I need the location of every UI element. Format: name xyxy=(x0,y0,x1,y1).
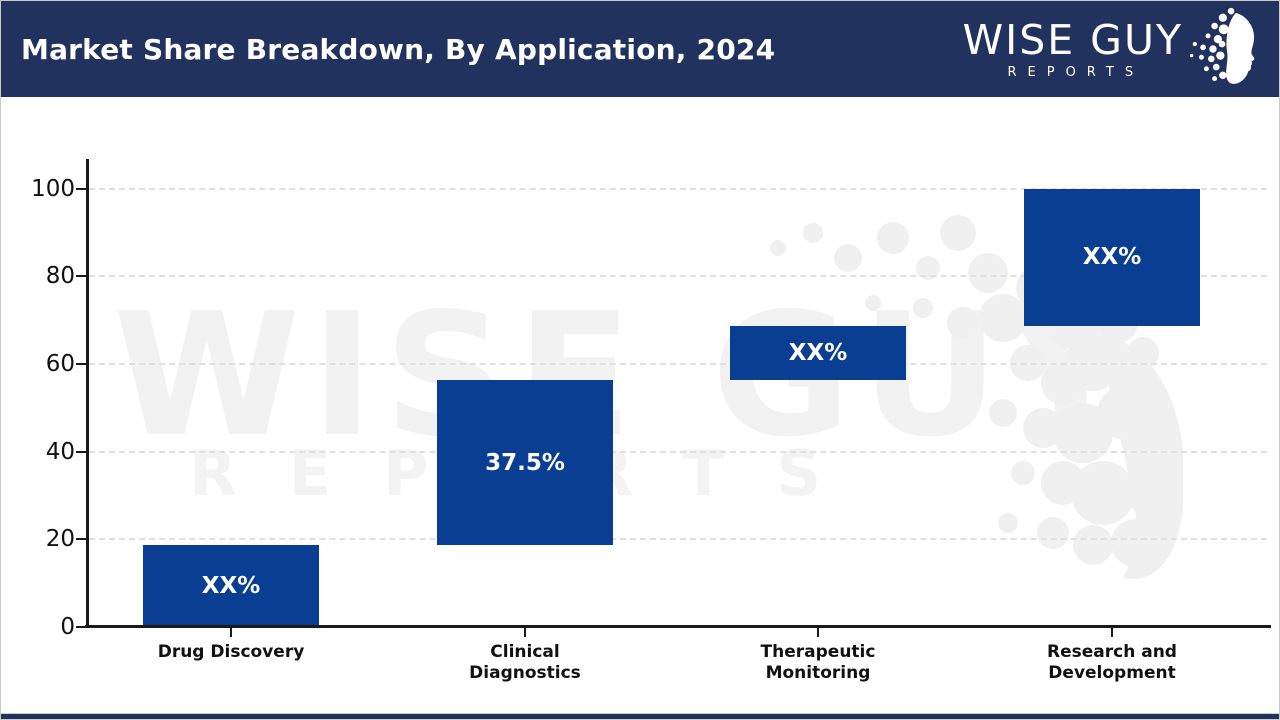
y-tick-label-100: 100 xyxy=(31,175,75,202)
bar-1: 37.5% xyxy=(437,380,613,545)
x-category-label-0: Drug Discovery xyxy=(157,642,305,662)
gridline-100 xyxy=(89,187,1267,190)
gridline-60 xyxy=(89,362,1267,365)
header-bar: Market Share Breakdown, By Application, … xyxy=(1,1,1279,97)
footer-bar xyxy=(1,714,1279,719)
gridline-80 xyxy=(89,275,1267,278)
y-tick-0 xyxy=(76,626,86,628)
footer-divider xyxy=(1,713,1279,714)
y-tick-label-0: 0 xyxy=(60,614,75,640)
y-tick-80 xyxy=(76,275,86,278)
bar-0: XX% xyxy=(143,544,319,627)
bar-value-label-0: XX% xyxy=(201,572,261,599)
y-tick-40 xyxy=(76,450,86,453)
bar-value-label-3: XX% xyxy=(1082,244,1142,271)
x-tick-3 xyxy=(1111,628,1113,637)
gridline-40 xyxy=(89,450,1267,453)
x-tick-1 xyxy=(524,628,526,637)
x-category-label-3: Research and Development xyxy=(1047,642,1177,683)
y-axis-line xyxy=(86,159,89,628)
y-tick-label-20: 20 xyxy=(45,526,75,553)
logo-subtext: REPORTS xyxy=(1007,64,1145,80)
x-category-label-1: Clinical Diagnostics xyxy=(469,642,581,683)
bar-value-label-1: 37.5% xyxy=(485,449,565,476)
x-category-label-2: Therapeutic Monitoring xyxy=(760,642,876,683)
x-tick-0 xyxy=(230,628,232,637)
y-tick-label-60: 60 xyxy=(45,350,75,377)
y-tick-20 xyxy=(76,538,86,541)
x-tick-2 xyxy=(817,628,819,637)
brand-logo: WISE GUY REPORTS xyxy=(963,7,1259,91)
gridline-20 xyxy=(89,538,1267,541)
y-tick-label-40: 40 xyxy=(45,438,75,465)
logo-wordmark: WISE GUY xyxy=(962,15,1183,64)
y-tick-60 xyxy=(76,362,86,365)
x-axis-line xyxy=(85,625,1271,628)
chart-title: Market Share Breakdown, By Application, … xyxy=(21,32,776,66)
logo-face-icon xyxy=(1189,7,1255,84)
y-tick-label-80: 80 xyxy=(45,263,75,290)
bar-3: XX% xyxy=(1024,188,1200,326)
bar-2: XX% xyxy=(730,325,906,381)
y-tick-100 xyxy=(76,187,86,190)
bar-value-label-2: XX% xyxy=(788,339,848,366)
logo-text: WISE GUY REPORTS xyxy=(962,15,1183,80)
